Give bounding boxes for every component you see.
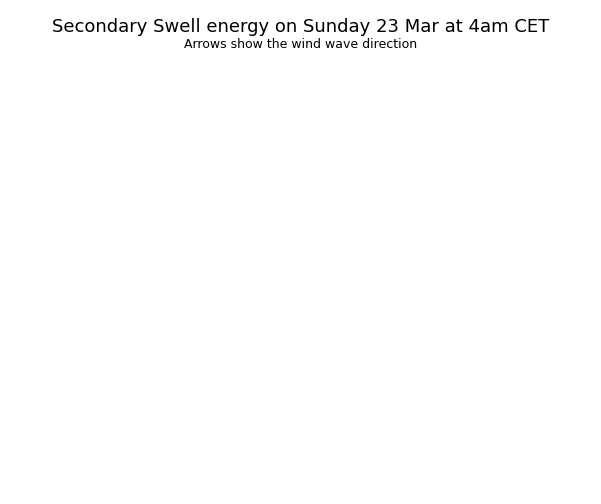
Text: Secondary Swell energy on Sunday 23 Mar at 4am CET: Secondary Swell energy on Sunday 23 Mar …	[52, 18, 549, 36]
Text: Map requires cartopy: Map requires cartopy	[197, 267, 404, 285]
Text: Arrows show the wind wave direction: Arrows show the wind wave direction	[184, 38, 417, 51]
